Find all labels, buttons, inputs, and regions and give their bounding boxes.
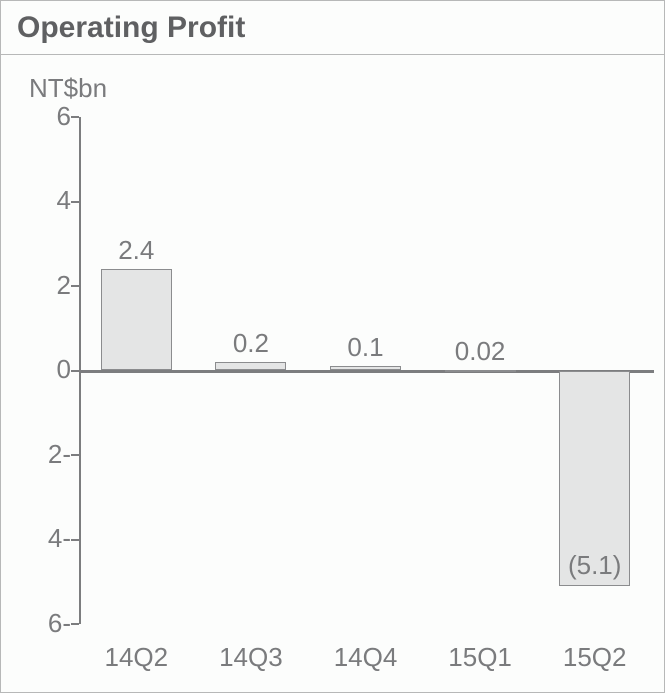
chart-area: NT$bn 2.4 0.2 0.1 0.02 (5.1) 6 4 2 0 2- 4- 6- 14Q2 1… <box>1 55 664 692</box>
y-tick-label: 6 <box>23 101 71 132</box>
y-tick-mark <box>71 370 79 372</box>
y-tick-mark <box>71 454 79 456</box>
bar-value-label: 0.1 <box>347 332 383 363</box>
y-tick-label: 0 <box>23 354 71 385</box>
y-tick-label: 2 <box>23 270 71 301</box>
y-tick-label: 4- <box>23 523 71 554</box>
plot-region: 2.4 0.2 0.1 0.02 (5.1) <box>79 117 652 624</box>
x-category-label: 15Q1 <box>448 642 512 673</box>
y-axis-label: NT$bn <box>29 73 107 104</box>
y-tick-label: 4 <box>23 185 71 216</box>
bar <box>101 269 172 370</box>
bar-value-label: 0.2 <box>233 328 269 359</box>
bar-value-label: 2.4 <box>118 235 154 266</box>
chart-title: Operating Profit <box>17 11 245 45</box>
y-tick-label: 2- <box>23 439 71 470</box>
x-category-label: 15Q2 <box>563 642 627 673</box>
y-tick-mark <box>71 285 79 287</box>
bar <box>330 366 401 370</box>
y-tick-label: 6- <box>23 608 71 639</box>
bar <box>445 370 516 372</box>
title-row: Operating Profit <box>1 1 664 55</box>
y-tick-mark <box>71 116 79 118</box>
bar-value-label: 0.02 <box>455 336 506 367</box>
x-category-label: 14Q3 <box>219 642 283 673</box>
bar <box>215 362 286 370</box>
chart-card: Operating Profit NT$bn 2.4 0.2 0.1 0.02 (5.1… <box>0 0 665 693</box>
x-category-label: 14Q2 <box>104 642 168 673</box>
y-tick-mark <box>71 539 79 541</box>
x-category-label: 14Q4 <box>334 642 398 673</box>
y-tick-mark <box>71 623 79 625</box>
y-tick-mark <box>71 201 79 203</box>
bar-value-label: (5.1) <box>568 550 621 581</box>
